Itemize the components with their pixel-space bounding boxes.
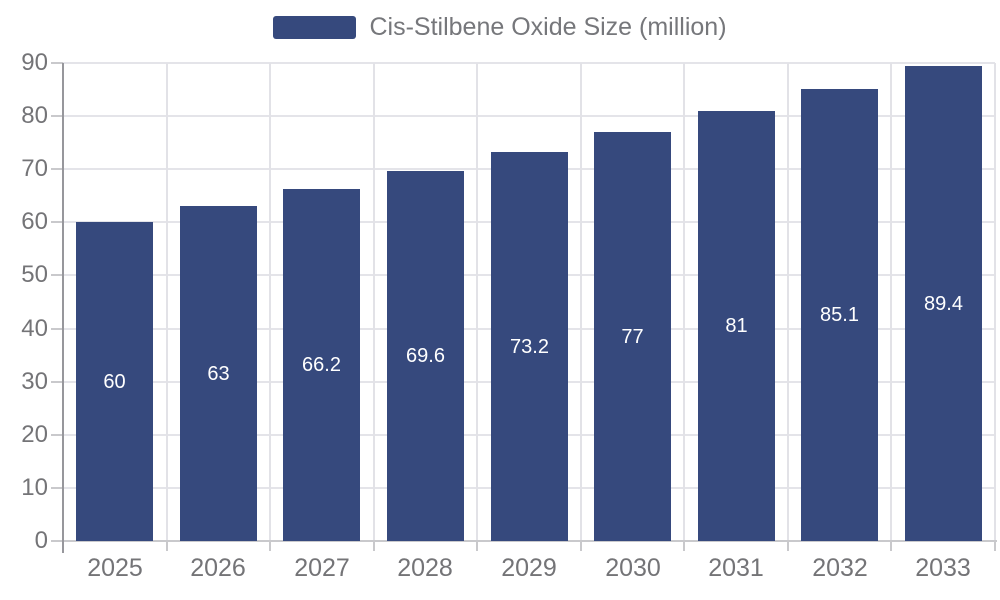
y-axis-tick: [51, 434, 63, 436]
bar-value-label: 69.6: [406, 345, 445, 367]
x-gridline: [166, 63, 168, 541]
legend-item[interactable]: Cis-Stilbene Oxide Size (million): [0, 13, 1000, 41]
x-gridline: [683, 63, 685, 541]
x-gridline: [476, 63, 478, 541]
bar-2029[interactable]: [491, 152, 568, 541]
bar-value-label: 89.4: [924, 293, 963, 315]
x-axis-tick: [580, 541, 582, 551]
x-gridline: [994, 63, 996, 541]
y-axis-tick-label: 50: [21, 261, 48, 288]
y-axis-tick-label: 80: [21, 102, 48, 129]
y-axis-tick-label: 40: [21, 315, 48, 342]
x-axis-tick: [373, 541, 375, 551]
x-axis-tick: [476, 541, 478, 551]
x-axis-tick-label: 2029: [501, 554, 557, 582]
x-axis-line: [63, 540, 997, 542]
bar-2027[interactable]: [283, 189, 360, 541]
bar-2031[interactable]: [698, 111, 775, 541]
x-gridline: [787, 63, 789, 541]
bar-2033[interactable]: [905, 66, 982, 541]
x-axis-tick: [994, 541, 996, 551]
y-axis-tick-label: 20: [21, 421, 48, 448]
y-axis-tick: [51, 328, 63, 330]
bar-2025[interactable]: [76, 222, 153, 541]
bar-value-label: 60: [103, 371, 126, 393]
y-axis-tick: [51, 274, 63, 276]
bar-2028[interactable]: [387, 171, 464, 541]
bar-2032[interactable]: [801, 89, 878, 541]
y-axis-tick-label: 70: [21, 155, 48, 182]
y-gridline: [63, 115, 995, 117]
y-axis-tick: [51, 487, 63, 489]
x-gridline: [373, 63, 375, 541]
y-axis-tick: [51, 62, 63, 64]
x-axis-tick-label: 2027: [294, 554, 350, 582]
bar-value-label: 77: [621, 326, 644, 348]
y-axis-tick-label: 30: [21, 368, 48, 395]
y-axis-tick-label: 0: [34, 527, 48, 554]
legend-swatch: [273, 15, 357, 39]
x-axis-tick: [166, 541, 168, 551]
x-axis-tick-label: 2030: [605, 554, 661, 582]
x-gridline: [890, 63, 892, 541]
bar-value-label: 81: [725, 315, 748, 337]
bar-value-label: 73.2: [510, 336, 549, 358]
y-axis-tick: [51, 168, 63, 170]
x-gridline: [269, 63, 271, 541]
x-axis-tick-label: 2026: [190, 554, 246, 582]
y-axis-tick: [51, 540, 63, 542]
x-axis-tick-label: 2025: [87, 554, 143, 582]
y-axis-tick: [51, 381, 63, 383]
x-axis-tick-label: 2028: [397, 554, 453, 582]
y-axis-line: [62, 63, 64, 553]
x-axis-tick: [787, 541, 789, 551]
x-axis-tick: [890, 541, 892, 551]
y-axis-tick-label: 10: [21, 474, 48, 501]
bar-value-label: 66.2: [302, 354, 341, 376]
y-axis-tick-label: 60: [21, 208, 48, 235]
x-axis-tick-label: 2033: [915, 554, 971, 582]
x-axis-tick-label: 2031: [708, 554, 764, 582]
x-gridline: [580, 63, 582, 541]
x-axis-tick: [269, 541, 271, 551]
x-axis-tick: [683, 541, 685, 551]
y-axis-tick: [51, 221, 63, 223]
y-axis-tick-label: 90: [21, 49, 48, 76]
x-axis-tick-label: 2032: [812, 554, 868, 582]
y-axis-tick: [51, 115, 63, 117]
y-gridline: [63, 62, 995, 64]
bar-2030[interactable]: [594, 132, 671, 541]
legend-label: Cis-Stilbene Oxide Size (million): [369, 13, 727, 41]
bar-value-label: 63: [207, 363, 230, 385]
bar-2026[interactable]: [180, 206, 257, 541]
bar-value-label: 85.1: [820, 304, 859, 326]
